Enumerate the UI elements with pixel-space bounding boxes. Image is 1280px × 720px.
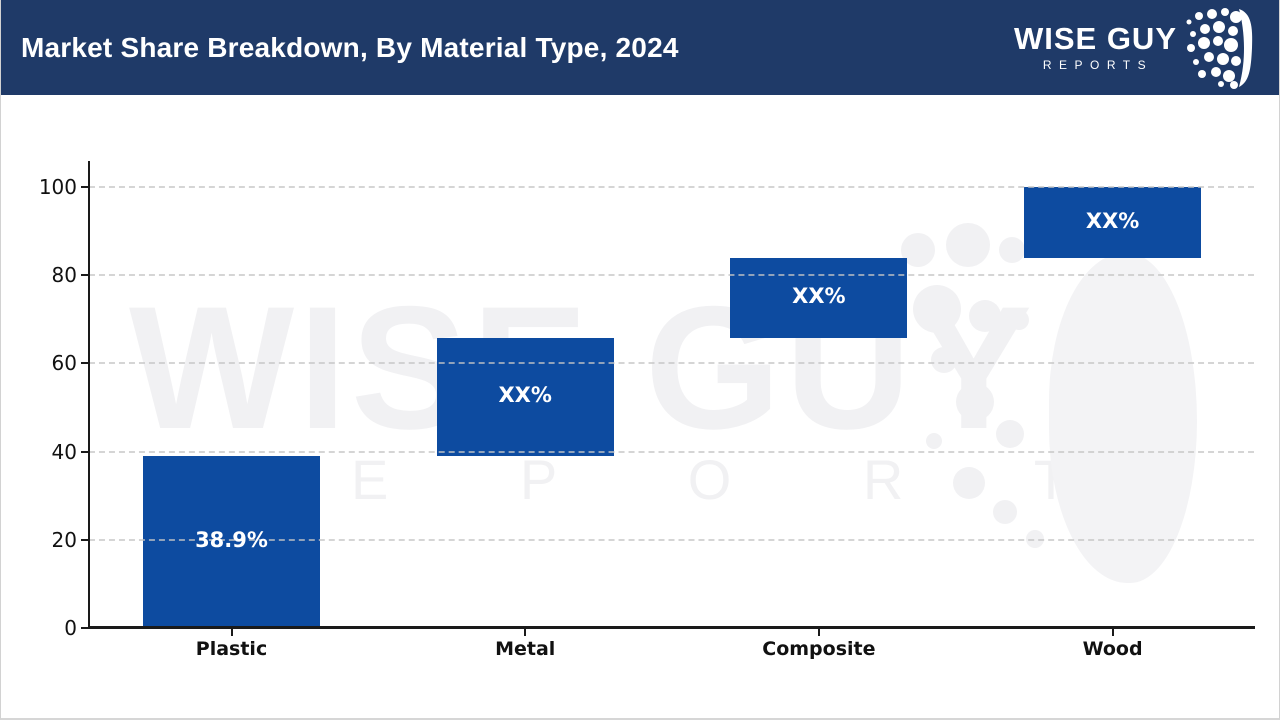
y-tick-label: 100 xyxy=(38,175,77,199)
watermark-dot xyxy=(926,433,942,449)
gridline-40 xyxy=(89,450,1254,453)
x-tick-label-composite: Composite xyxy=(762,638,876,660)
watermark-dot xyxy=(999,237,1025,263)
gridline-80 xyxy=(89,274,1254,277)
y-tick-label: 80 xyxy=(51,263,77,288)
watermark-face-icon xyxy=(1049,253,1197,583)
header-bar: Market Share Breakdown, By Material Type… xyxy=(1,0,1279,95)
x-tick-label-wood: Wood xyxy=(1082,638,1143,660)
gridline-100 xyxy=(89,186,1254,188)
gridline-60 xyxy=(89,362,1254,365)
watermark-dot xyxy=(996,420,1024,448)
watermark-dot xyxy=(953,467,985,499)
gridline-20 xyxy=(89,538,1254,541)
logo-face-icon xyxy=(1186,7,1253,89)
logo-subtitle: REPORTS xyxy=(1042,58,1154,72)
bar-plastic xyxy=(143,456,320,628)
chart-area: WISE GUY R E P O R T S 02040608010038.9%… xyxy=(1,95,1279,718)
watermark-dot xyxy=(956,383,994,421)
bar-value-label: XX% xyxy=(498,383,552,408)
x-tick-mark xyxy=(1111,629,1114,636)
watermark-dot xyxy=(931,347,957,373)
y-tick-label: 0 xyxy=(64,616,77,640)
plot-region: 0 20 40 60 80 100 38.9% Plastic XX% Metal XX% Compo… xyxy=(1,95,1279,718)
x-tick-label-metal: Metal xyxy=(495,638,556,660)
bar-wood xyxy=(1024,187,1202,259)
y-tick-mark xyxy=(81,538,89,541)
bar-value-label: XX% xyxy=(792,284,846,309)
bar-value-label: 38.9% xyxy=(195,528,268,553)
y-tick-label: 60 xyxy=(51,351,77,376)
x-axis-line xyxy=(88,626,1255,629)
bar-composite xyxy=(730,258,908,338)
y-tick-mark xyxy=(81,274,89,277)
watermark-dot xyxy=(946,223,990,267)
wiseguy-logo: WISE GUY REPORTS xyxy=(1014,6,1253,90)
x-tick-mark xyxy=(817,629,820,636)
watermark-dot xyxy=(1009,310,1029,330)
watermark-dot xyxy=(913,285,961,333)
y-tick-label: 40 xyxy=(51,439,77,464)
watermark-dot xyxy=(993,500,1017,524)
x-tick-label-plastic: Plastic xyxy=(195,638,268,660)
logo-text: WISE GUY REPORTS xyxy=(1014,23,1177,72)
y-tick-mark xyxy=(81,362,89,365)
y-tick-mark xyxy=(81,627,89,629)
bar-metal xyxy=(436,337,614,457)
page-title: Market Share Breakdown, By Material Type… xyxy=(21,31,679,63)
logo-wordmark: WISE GUY xyxy=(1013,21,1177,56)
x-tick-mark xyxy=(230,629,233,636)
y-tick-label: 20 xyxy=(51,527,77,552)
y-tick-mark xyxy=(81,450,89,453)
bar-value-label: XX% xyxy=(1085,208,1140,233)
x-tick-mark xyxy=(524,629,527,636)
y-axis-line xyxy=(88,161,90,628)
watermark-dot xyxy=(969,300,1001,332)
y-tick-mark xyxy=(81,186,89,188)
